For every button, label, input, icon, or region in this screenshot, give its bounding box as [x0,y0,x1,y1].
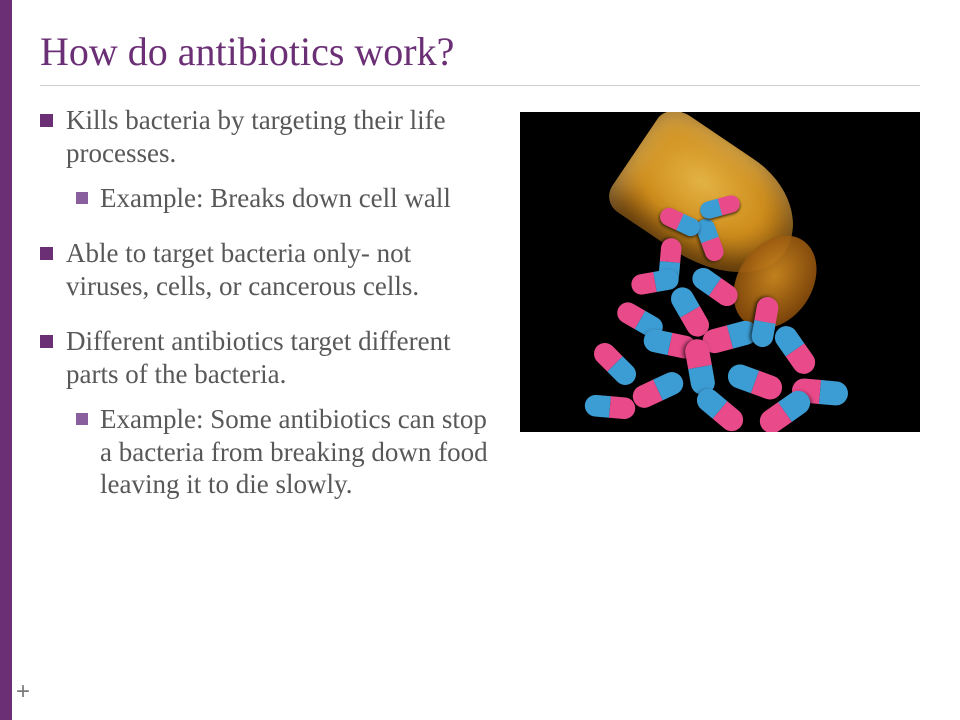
bullet-list: Kills bacteria by targeting their life p… [40,104,500,501]
capsule [629,368,687,411]
sub-bullet-list: Example: Breaks down cell wall [66,182,500,215]
capsule [692,384,747,432]
text-column: Kills bacteria by targeting their life p… [40,104,500,523]
sub-bullet-text: Example: Some antibiotics can stop a bac… [100,404,488,500]
capsule [590,339,641,390]
title-divider [40,85,920,86]
capsule [725,361,786,403]
sub-bullet-text: Example: Breaks down cell wall [100,183,451,213]
bullet-text: Able to target bacteria only- not viruse… [66,238,419,301]
sub-bullet-item: Example: Breaks down cell wall [76,182,500,215]
bullet-text: Different antibiotics target different p… [66,326,451,389]
bullet-item: Different antibiotics target different p… [40,325,500,502]
slide: How do antibiotics work? Kills bacteria … [0,0,960,720]
bullet-item: Able to target bacteria only- not viruse… [40,237,500,303]
capsule [770,322,819,379]
pill-bottle-image [520,112,920,432]
sub-bullet-item: Example: Some antibiotics can stop a bac… [76,403,500,502]
capsule [584,394,636,420]
slide-title: How do antibiotics work? [40,28,920,75]
bullet-item: Kills bacteria by targeting their life p… [40,104,500,215]
content-area: Kills bacteria by targeting their life p… [40,104,920,523]
plus-decoration-icon: + [16,678,30,706]
sub-bullet-list: Example: Some antibiotics can stop a bac… [66,403,500,502]
image-column [520,104,920,523]
bullet-text: Kills bacteria by targeting their life p… [66,105,446,168]
accent-bar [0,0,12,720]
